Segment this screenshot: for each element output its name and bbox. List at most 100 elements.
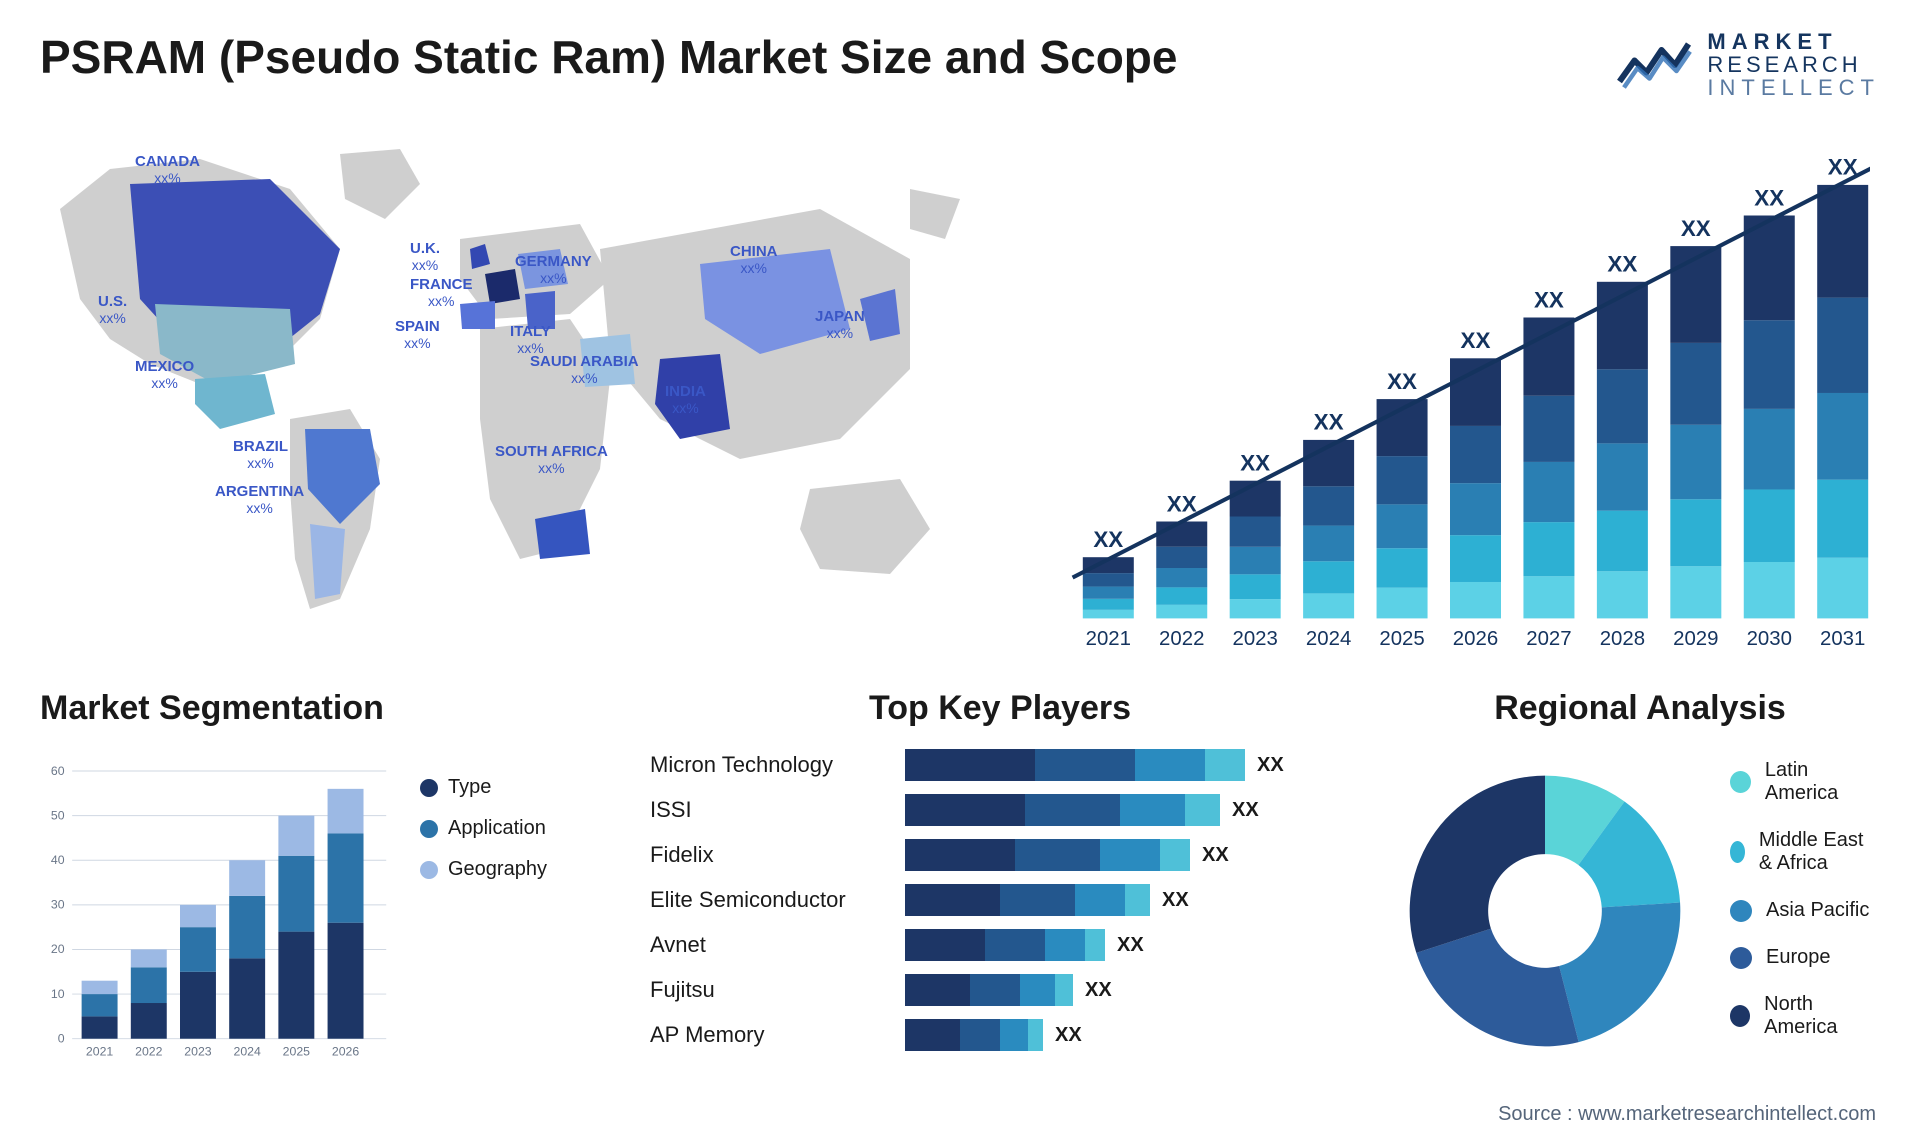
seg-legend-application: Application — [420, 817, 600, 840]
regional-legend: Latin America Middle East & Africa Asia Pa… — [1730, 759, 1880, 1063]
map-label-saudi-arabia: SAUDI ARABIAxx% — [530, 354, 639, 386]
map-label-canada: CANADAxx% — [135, 154, 200, 186]
key-players-panel: Top Key Players Micron TechnologyXX ISSI X… — [650, 689, 1350, 1099]
kp-bar — [905, 749, 1245, 781]
regional-panel: Regional Analysis Latin America Middle Ea… — [1400, 689, 1880, 1099]
growth-chart: XX 2021 XX 2022 XX 2023 XX 2024 XX 2025 XX 2026 XX 20… — [1020, 129, 1880, 649]
kp-name: Fujitsu — [650, 977, 905, 1003]
svg-text:2022: 2022 — [135, 1045, 162, 1059]
svg-text:XX: XX — [1314, 410, 1344, 435]
kp-bar — [905, 1019, 1043, 1051]
kp-name: Avnet — [650, 932, 905, 958]
kp-bar — [905, 929, 1105, 961]
brand-logo: MARKET RESEARCH INTELLECT — [1615, 30, 1880, 99]
kp-value: XX — [1085, 979, 1112, 1002]
kp-name: ISSI — [650, 797, 905, 823]
svg-text:XX: XX — [1681, 216, 1711, 241]
kp-row-fidelix: FidelixXX — [650, 836, 1350, 874]
kp-bar — [905, 839, 1190, 871]
svg-text:XX: XX — [1093, 527, 1123, 552]
kp-value: XX — [1202, 844, 1229, 867]
map-label-germany: GERMANYxx% — [515, 254, 592, 286]
svg-text:2026: 2026 — [332, 1045, 359, 1059]
svg-text:2024: 2024 — [1306, 628, 1351, 649]
reg-legend-latin-america: Latin America — [1730, 759, 1880, 805]
kp-value: XX — [1117, 934, 1144, 957]
svg-text:0: 0 — [58, 1032, 65, 1046]
svg-text:2023: 2023 — [1232, 628, 1277, 649]
map-label-brazil: BRAZILxx% — [233, 439, 288, 471]
kp-row-avnet: Avnet XX — [650, 926, 1350, 964]
svg-text:2022: 2022 — [1159, 628, 1204, 649]
svg-text:2029: 2029 — [1673, 628, 1718, 649]
kp-name: AP Memory — [650, 1022, 905, 1048]
svg-text:20: 20 — [51, 943, 65, 957]
seg-legend-type: Type — [420, 776, 600, 799]
kp-row-ap-memory: AP Memory XX — [650, 1016, 1350, 1054]
svg-text:2021: 2021 — [86, 1045, 113, 1059]
svg-text:2024: 2024 — [233, 1045, 260, 1059]
kp-name: Elite Semiconductor — [650, 887, 905, 913]
map-label-south-africa: SOUTH AFRICAxx% — [495, 444, 608, 476]
reg-legend-europe: Europe — [1730, 946, 1880, 969]
svg-text:50: 50 — [51, 809, 65, 823]
kp-row-elite-semiconductor: Elite Semiconductor XX — [650, 881, 1350, 919]
map-label-china: CHINAxx% — [730, 244, 778, 276]
segmentation-panel: Market Segmentation 0 10 20 30 40 50 60 2021 202… — [40, 689, 600, 1099]
map-label-u-s-: U.S.xx% — [98, 294, 127, 326]
reg-legend-north-america: North America — [1730, 993, 1880, 1039]
svg-text:40: 40 — [51, 853, 65, 867]
logo-text-2: RESEARCH — [1707, 53, 1880, 76]
map-label-argentina: ARGENTINAxx% — [215, 484, 304, 516]
svg-text:2027: 2027 — [1526, 628, 1571, 649]
segmentation-title: Market Segmentation — [40, 689, 600, 728]
kp-value: XX — [1257, 754, 1284, 777]
map-label-japan: JAPANxx% — [815, 309, 865, 341]
svg-text:2031: 2031 — [1820, 628, 1865, 649]
key-players-title: Top Key Players — [650, 689, 1350, 728]
kp-value: XX — [1055, 1024, 1082, 1047]
kp-value: XX — [1162, 889, 1189, 912]
map-label-mexico: MEXICOxx% — [135, 359, 194, 391]
kp-bar — [905, 884, 1150, 916]
kp-row-issi: ISSI XX — [650, 791, 1350, 829]
kp-row-micron-technology: Micron TechnologyXX — [650, 746, 1350, 784]
svg-text:2023: 2023 — [184, 1045, 211, 1059]
svg-text:XX: XX — [1240, 451, 1270, 476]
svg-text:2030: 2030 — [1747, 628, 1792, 649]
svg-text:XX: XX — [1461, 328, 1491, 353]
svg-text:XX: XX — [1534, 288, 1564, 313]
svg-text:XX: XX — [1167, 492, 1197, 517]
svg-text:2026: 2026 — [1453, 628, 1498, 649]
map-label-india: INDIAxx% — [665, 384, 706, 416]
reg-legend-asia-pacific: Asia Pacific — [1730, 899, 1880, 922]
map-label-spain: SPAINxx% — [395, 319, 440, 351]
svg-text:XX: XX — [1387, 369, 1417, 394]
segmentation-legend: Type Application Geography — [420, 746, 600, 1076]
regional-title: Regional Analysis — [1400, 689, 1880, 728]
svg-text:2028: 2028 — [1600, 628, 1645, 649]
source-line: Source : www.marketresearchintellect.com — [1498, 1103, 1876, 1126]
svg-text:60: 60 — [51, 764, 65, 778]
seg-legend-geography: Geography — [420, 858, 600, 881]
logo-text-3: INTELLECT — [1707, 76, 1880, 99]
svg-text:XX: XX — [1607, 252, 1637, 277]
kp-bar — [905, 794, 1220, 826]
svg-text:2025: 2025 — [283, 1045, 310, 1059]
svg-text:2021: 2021 — [1086, 628, 1131, 649]
svg-text:10: 10 — [51, 987, 65, 1001]
map-label-u-k-: U.K.xx% — [410, 241, 440, 273]
map-label-france: FRANCExx% — [410, 277, 473, 309]
logo-icon — [1615, 35, 1693, 95]
reg-legend-middle-east-africa: Middle East & Africa — [1730, 829, 1880, 875]
world-map: CANADAxx% U.S.xx% MEXICOxx% BRAZILxx% ARGENT… — [40, 129, 980, 649]
logo-text-1: MARKET — [1707, 30, 1880, 53]
page-title: PSRAM (Pseudo Static Ram) Market Size an… — [40, 30, 1178, 84]
kp-value: XX — [1232, 799, 1259, 822]
regional-donut — [1400, 766, 1690, 1056]
svg-text:30: 30 — [51, 898, 65, 912]
kp-row-fujitsu: Fujitsu XX — [650, 971, 1350, 1009]
svg-text:2025: 2025 — [1379, 628, 1424, 649]
svg-text:XX: XX — [1754, 186, 1784, 211]
map-label-italy: ITALYxx% — [510, 324, 551, 356]
